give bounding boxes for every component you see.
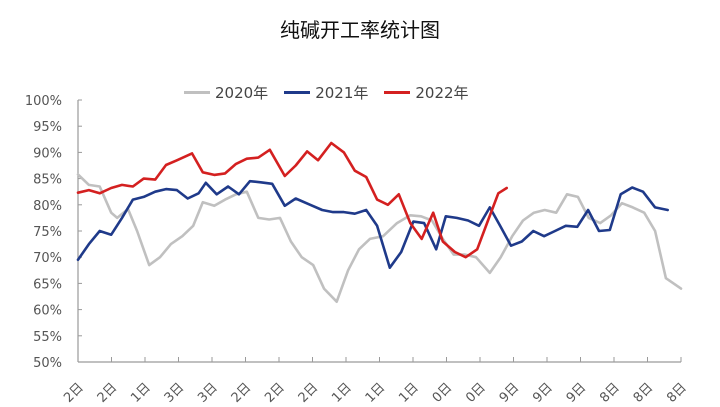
series-line-2021 [76,179,670,270]
legend-label-2021: 2021年 [315,84,369,102]
legend-item-2020: 2020年 [184,82,268,103]
legend-swatch-2021 [284,91,311,94]
legend-swatch-2020 [184,91,210,94]
x-tick-label: 9日 [564,380,590,406]
y-tick-label: 100% [25,94,62,109]
x-tick-label: 2日 [262,380,288,406]
x-axis: 2日 2日 1日 3日 3日 2日 2日 2日 1日 1日 1日 0日 0日 9日 9日 9日 8日 8日 8日 [61,357,690,406]
x-tick-label: 2日 [229,380,255,406]
x-tick-label: 3日 [195,380,221,406]
x-tick-label: 8日 [664,380,690,406]
legend-label-2022: 2022年 [415,84,469,102]
x-tick-label: 1日 [396,380,422,406]
legend-item-2021: 2021年 [284,82,368,103]
legend-swatch-2022 [384,91,411,94]
y-tick-label: 55% [33,330,62,345]
y-tick-label: 85% [33,173,62,188]
x-tick-label: 9日 [530,380,556,406]
legend-label-2020: 2020年 [215,84,269,102]
series-line-2022 [76,141,509,259]
y-tick-label: 80% [33,199,62,214]
y-tick-label: 65% [33,277,62,292]
chart-legend: 2020年 2021年 2022年 [184,82,469,103]
x-tick-label: 2日 [95,380,121,406]
y-tick-label: 90% [33,146,62,161]
x-tick-label: 2日 [296,380,322,406]
x-tick-label: 0日 [463,380,489,406]
chart-title: 纯碱开工率统计图 [280,18,440,42]
x-tick-label: 8日 [597,380,623,406]
series-lines [76,141,683,304]
x-tick-label: 9日 [497,380,523,406]
legend-item-2022: 2022年 [384,82,469,103]
series-line-2020 [76,173,683,304]
y-axis: 100% 95% 90% 85% 80% 75% 70% 65% 60% 55% 50% [25,94,82,371]
y-tick-label: 60% [33,304,62,319]
x-tick-label: 8日 [631,380,657,406]
x-tick-label: 2日 [61,380,87,406]
y-tick-label: 50% [33,356,62,371]
x-tick-label: 3日 [162,380,188,406]
x-tick-label: 1日 [329,380,355,406]
x-tick-label: 0日 [430,380,456,406]
x-tick-label: 1日 [128,380,154,406]
y-tick-label: 95% [33,120,62,135]
y-tick-label: 70% [33,251,62,266]
x-tick-label: 1日 [363,380,389,406]
y-tick-label: 75% [33,225,62,240]
